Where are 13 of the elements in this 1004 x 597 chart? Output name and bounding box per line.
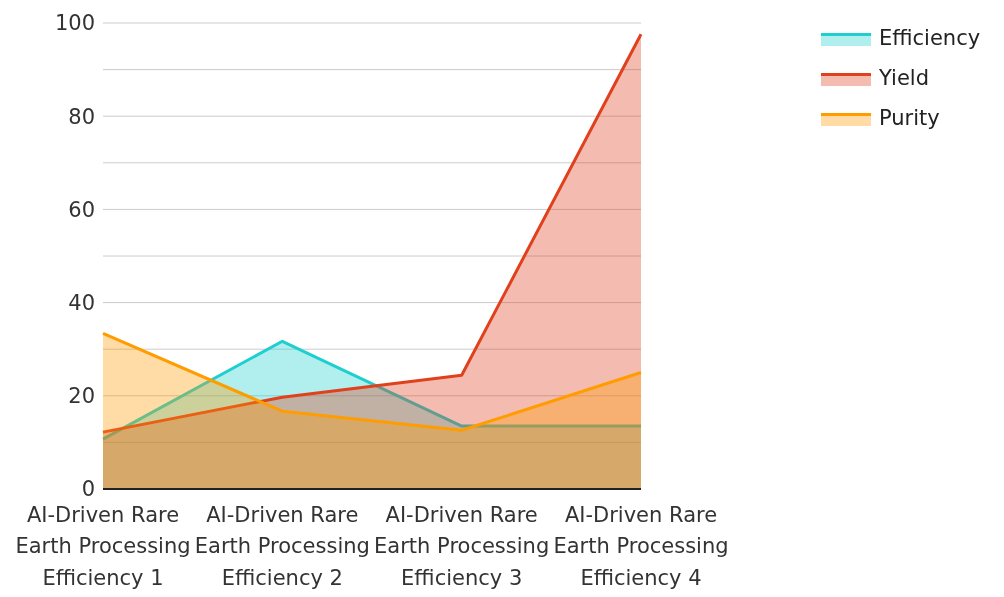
y-tick-label: 60 bbox=[68, 197, 95, 222]
y-tick-label: 100 bbox=[54, 11, 95, 36]
x-tick-label: AI-Driven Rare Earth Processing Efficiency 1 bbox=[15, 502, 191, 590]
legend-label: Yield bbox=[878, 65, 930, 92]
legend-label: Efficiency bbox=[878, 25, 982, 52]
x-tick-label: AI-Driven Rare Earth Processing Efficiency 4 bbox=[553, 502, 729, 590]
legend-label: Purity bbox=[878, 105, 941, 132]
y-tick-label: 40 bbox=[68, 291, 95, 316]
y-tick-label: 0 bbox=[81, 477, 95, 502]
x-tick-label: AI-Driven Rare Earth Processing Efficiency 3 bbox=[374, 502, 550, 590]
y-tick-label: 20 bbox=[68, 384, 95, 409]
x-tick-label: AI-Driven Rare Earth Processing Efficiency 2 bbox=[194, 502, 370, 590]
y-tick-label: 80 bbox=[68, 104, 95, 129]
